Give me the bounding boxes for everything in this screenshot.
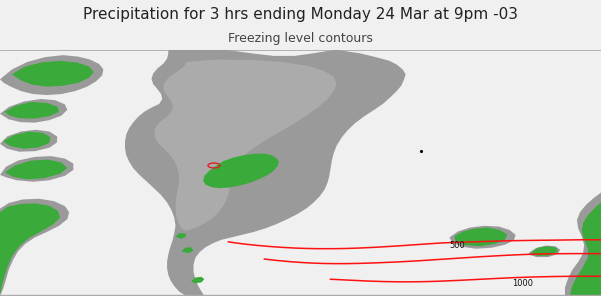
Polygon shape xyxy=(0,99,67,123)
Polygon shape xyxy=(191,277,204,283)
Polygon shape xyxy=(182,247,194,253)
Polygon shape xyxy=(530,246,558,256)
Polygon shape xyxy=(0,55,103,95)
Polygon shape xyxy=(570,202,601,296)
Polygon shape xyxy=(454,228,507,246)
Text: Precipitation for 3 hrs ending Monday 24 Mar at 9pm -03: Precipitation for 3 hrs ending Monday 24… xyxy=(83,7,518,22)
Polygon shape xyxy=(203,154,279,188)
Polygon shape xyxy=(3,131,50,149)
Polygon shape xyxy=(125,50,406,296)
Polygon shape xyxy=(529,245,560,257)
Polygon shape xyxy=(12,61,94,87)
Text: 1000: 1000 xyxy=(513,279,533,288)
Text: 500: 500 xyxy=(449,241,465,250)
Polygon shape xyxy=(565,193,601,296)
Polygon shape xyxy=(450,226,516,249)
Polygon shape xyxy=(0,156,73,182)
Polygon shape xyxy=(175,233,186,239)
Polygon shape xyxy=(0,199,69,296)
Bar xyxy=(0,295,601,296)
Text: Freezing level contours: Freezing level contours xyxy=(228,32,373,45)
Polygon shape xyxy=(154,59,337,231)
Polygon shape xyxy=(5,160,67,179)
Polygon shape xyxy=(0,203,60,295)
Polygon shape xyxy=(5,102,59,119)
Polygon shape xyxy=(0,130,57,152)
